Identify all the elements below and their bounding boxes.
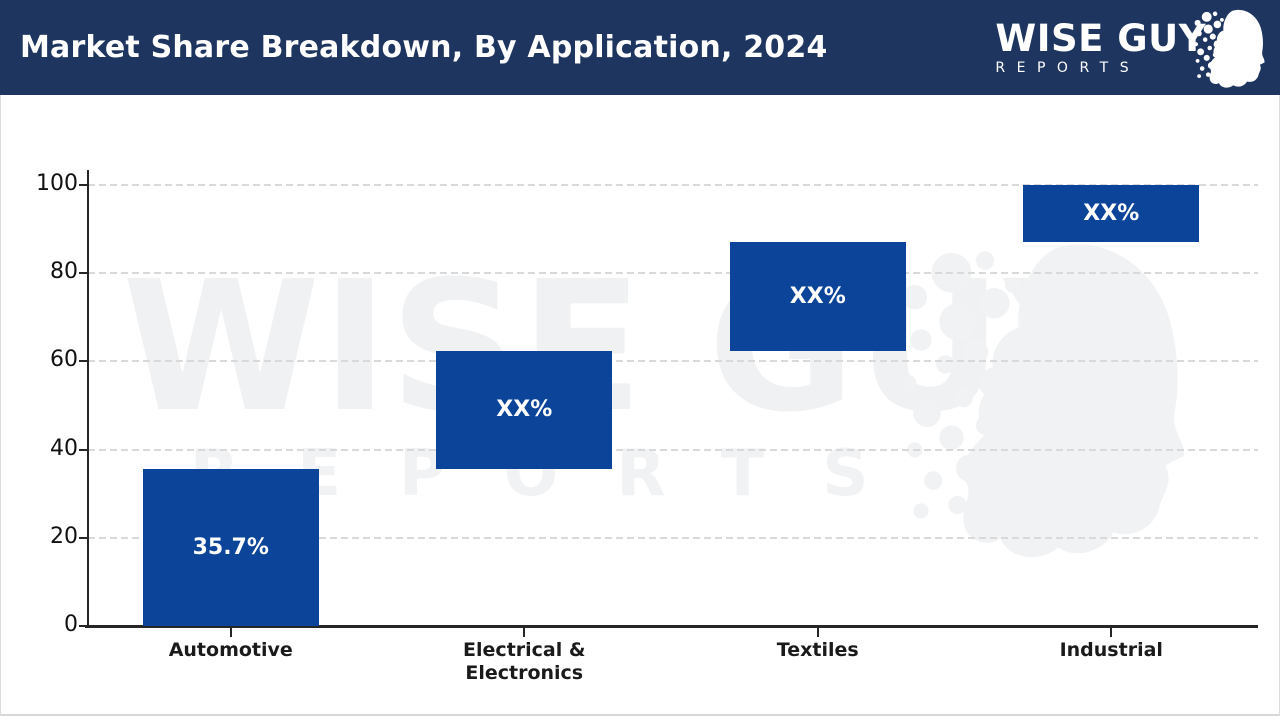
bar-value-label: XX% [789,284,846,310]
y-tick-mark [79,184,88,186]
wise-guy-reports-logo: WISE GUY REPORTS [995,4,1266,92]
bar-value-label: 35.7% [192,534,269,560]
y-tick-mark [79,625,88,627]
x-tick-mark [229,628,232,637]
y-tick-label: 80 [50,259,78,285]
y-axis-line [87,170,89,628]
logo-wordmark: WISE GUY [995,17,1206,61]
y-tick-mark [79,272,88,275]
y-tick-label: 100 [36,171,78,196]
x-tick-label: Automotive [168,639,293,661]
y-tick-label: 60 [50,347,78,373]
gridline [88,360,1258,363]
y-tick-mark [79,448,88,451]
y-tick-label: 0 [64,612,78,637]
gridline [88,184,1258,186]
x-tick-mark [1110,628,1113,637]
x-tick-label: Textiles [776,639,859,661]
bottom-divider [0,714,1280,716]
watermark-head-icon [884,230,1190,566]
bar-segment: XX% [729,242,906,352]
x-tick-mark [523,628,526,637]
x-tick-label: Industrial [1059,639,1163,661]
page-title: Market Share Breakdown, By Application, … [20,30,828,65]
bar-value-label: XX% [1083,201,1140,227]
y-tick-mark [79,360,88,363]
x-tick-label: Electrical & Electronics [463,639,586,684]
bar-value-label: XX% [496,397,553,423]
y-tick-mark [79,536,88,539]
bar-segment: 35.7% [142,468,319,626]
logo-subtitle: REPORTS [995,59,1141,76]
bar-segment: XX% [1023,185,1200,243]
gridline [88,536,1258,539]
gridline [88,448,1258,451]
header-bar: Market Share Breakdown, By Application, … [0,0,1280,95]
y-tick-label: 20 [50,523,78,549]
bar-segment: XX% [436,351,613,469]
gridline [88,272,1258,275]
logo-text: WISE GUY REPORTS [995,17,1206,76]
x-tick-mark [816,628,819,637]
x-axis-line [85,625,1258,628]
y-tick-label: 40 [50,435,78,461]
